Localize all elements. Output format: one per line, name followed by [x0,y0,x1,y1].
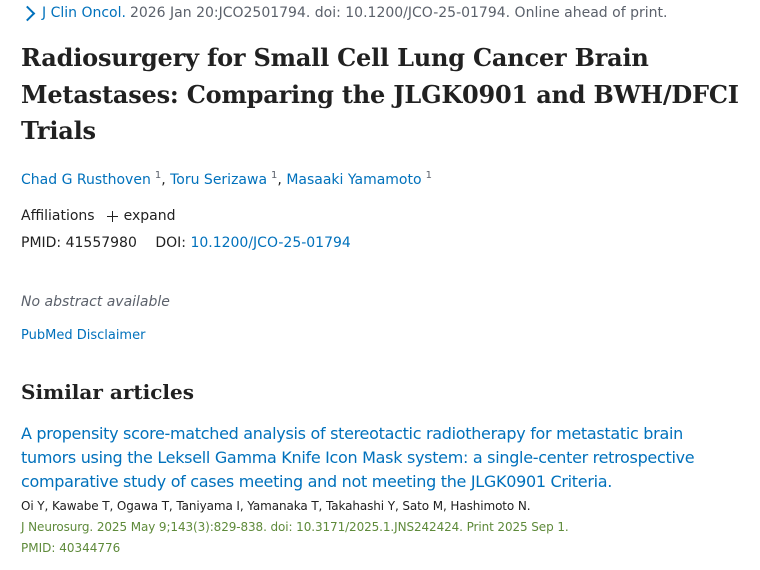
plus-icon [106,210,118,222]
pmid-label: PMID: [21,235,62,251]
affiliations-row: Affiliations expand [21,208,175,224]
citation-line: J Clin Oncol. 2026 Jan 20:JCO2501794. do… [19,3,668,23]
expand-label: expand [123,208,176,224]
pubmed-disclaimer-link[interactable]: PubMed Disclaimer [21,328,146,343]
article-title: Radiosurgery for Small Cell Lung Cancer … [21,43,739,145]
journal-link[interactable]: J Clin Oncol. [42,5,126,21]
doi-label: DOI: [155,235,186,251]
affiliation-ref[interactable]: 1 [154,170,162,181]
author-link[interactable]: Chad G Rusthoven [21,172,151,188]
similar-article-citation: J Neurosurg. 2025 May 9;143(3):829-838. … [21,520,569,534]
citation-details: 2026 Jan 20:JCO2501794. doi: 10.1200/JCO… [129,5,668,21]
doi-link[interactable]: 10.1200/JCO-25-01794 [190,235,351,251]
affiliations-label: Affiliations [21,208,95,224]
pmid-value: 41557980 [65,235,137,251]
expand-affiliations-button[interactable]: expand [106,208,176,224]
similar-article-item: A propensity score-matched analysis of s… [21,422,721,558]
no-abstract-text: No abstract available [21,294,170,310]
chevron-right-icon[interactable] [19,5,36,21]
similar-article-title-link[interactable]: A propensity score-matched analysis of s… [21,424,695,491]
identifiers-row: PMID: 41557980 DOI: 10.1200/JCO-25-01794 [21,235,351,251]
author-link[interactable]: Toru Serizawa [170,172,268,188]
affiliation-ref[interactable]: 1 [271,170,278,181]
similar-article-authors: Oi Y, Kawabe T, Ogawa T, Taniyama I, Yam… [21,499,531,513]
author-list: Chad G Rusthoven 1, Toru Serizawa 1, Masaa… [21,170,432,188]
similar-article-pmid: PMID: 40344776 [21,541,121,555]
similar-articles-heading: Similar articles [21,380,194,404]
affiliation-ref[interactable]: 1 [425,170,432,181]
author-link[interactable]: Masaaki Yamamoto [286,172,422,188]
